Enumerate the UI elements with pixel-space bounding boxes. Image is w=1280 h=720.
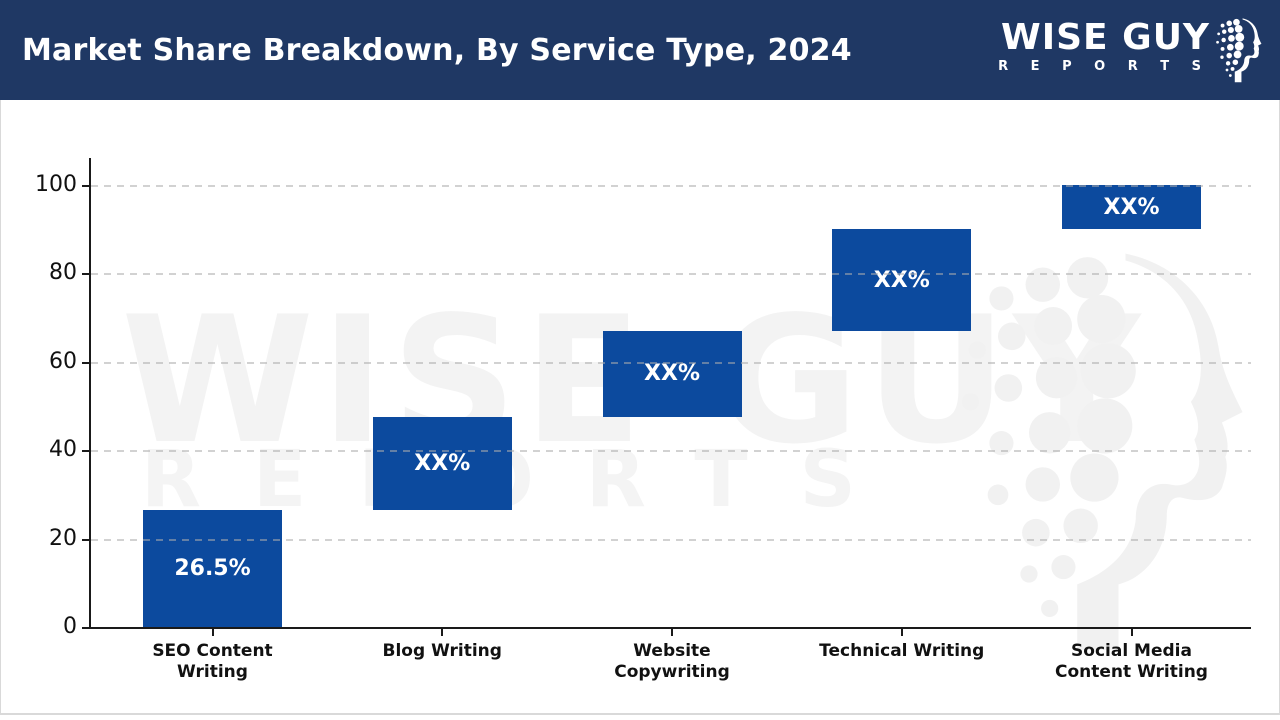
x-axis-tick <box>900 629 903 636</box>
bar-segment: XX% <box>1062 185 1201 230</box>
watermark-wordmark: WISE GUY <box>121 280 1147 483</box>
gridline <box>91 450 1251 453</box>
bar-value-label: XX% <box>644 361 700 387</box>
logo-text: WISE GUY R E P O R T S <box>998 17 1210 75</box>
y-axis-tick <box>82 627 89 629</box>
y-axis <box>89 158 91 629</box>
x-axis-tick <box>1130 629 1133 636</box>
x-category-label: Blog Writing <box>382 641 502 661</box>
x-axis <box>89 627 1251 629</box>
x-axis-tick <box>441 629 444 636</box>
bar-segment: 26.5% <box>143 509 282 627</box>
y-tick-label: 0 <box>63 614 77 639</box>
y-axis-tick <box>82 273 89 276</box>
x-category-label: Website Copywriting <box>614 641 730 682</box>
x-category-label: Social Media Content Writing <box>1055 641 1208 682</box>
logo-subtitle: R E P O R T S <box>998 59 1210 74</box>
logo-wordmark: WISE GUY <box>1000 17 1210 58</box>
bar-value-label: XX% <box>873 267 930 293</box>
bar-value-label: XX% <box>414 450 471 476</box>
bar-segment: XX% <box>602 330 742 418</box>
bar-segment: XX% <box>372 417 512 510</box>
y-tick-label: 20 <box>49 525 77 551</box>
gridline <box>91 185 1251 187</box>
head-profile-icon <box>1212 11 1262 89</box>
x-category-label: SEO Content Writing <box>152 641 273 682</box>
page-title: Market Share Breakdown, By Service Type,… <box>22 33 852 68</box>
x-axis-tick <box>211 629 214 636</box>
y-tick-label: 60 <box>49 348 77 374</box>
header-bar: Market Share Breakdown, By Service Type,… <box>0 0 1280 100</box>
wise-guy-logo: WISE GUY R E P O R T S <box>998 6 1262 94</box>
gridline <box>91 273 1251 276</box>
chart-area: WISE GUY REPORTS 0 20 40 60 80 100 26.5% SEO Co… <box>0 100 1280 715</box>
y-tick-label: 100 <box>35 172 77 197</box>
y-axis-tick <box>82 450 89 453</box>
x-axis-tick <box>671 629 673 636</box>
y-axis-tick <box>82 185 89 187</box>
y-axis-tick <box>82 538 89 541</box>
y-tick-label: 80 <box>49 260 77 286</box>
gridline <box>91 538 1251 541</box>
bar-value-label: XX% <box>1103 194 1160 220</box>
y-axis-tick <box>82 361 89 364</box>
y-tick-label: 40 <box>49 437 77 463</box>
x-category-label: Technical Writing <box>819 641 985 661</box>
gridline <box>91 361 1251 364</box>
bar-segment: XX% <box>832 229 972 331</box>
bar-value-label: 26.5% <box>174 555 251 581</box>
